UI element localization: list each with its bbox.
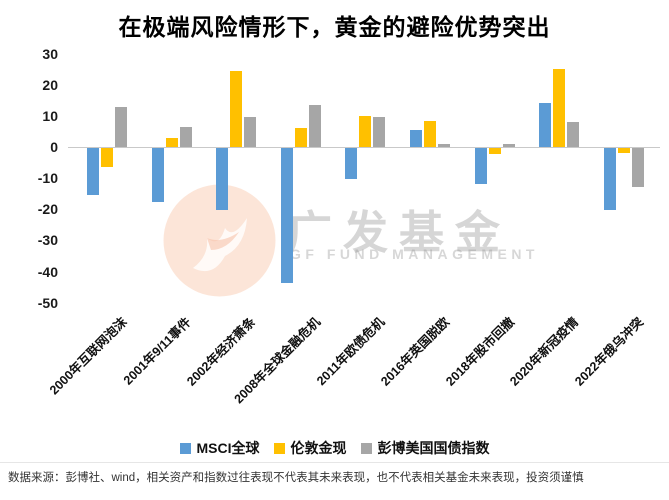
gf-fund-logo-icon	[163, 184, 276, 297]
bar-彭博美国国债指数-2000年互联网泡沫	[115, 106, 127, 147]
chart-legend: MSCI全球 伦敦金现 彭博美国国债指数	[0, 438, 669, 458]
y-axis-tick-label: 0	[50, 139, 58, 155]
bar-伦敦金现-2011年欧债危机	[359, 115, 372, 147]
y-axis-tick-label: -40	[37, 263, 58, 280]
legend-label: MSCI全球	[196, 440, 260, 456]
bar-伦敦金现-2022年俄乌冲突	[617, 148, 630, 153]
y-axis-tick-label: -50	[37, 294, 58, 311]
y-axis-tick-label: -10	[37, 170, 58, 187]
bar-MSCI全球-2016年英国脱欧	[410, 129, 422, 147]
bar-伦敦金现-2000年互联网泡沫	[101, 148, 113, 167]
y-axis-tick-label: 20	[42, 76, 58, 93]
legend-label: 彭博美国国债指数	[377, 440, 490, 456]
y-axis-tick-label: 30	[42, 45, 58, 62]
bar-彭博美国国债指数-2020年新冠疫情	[567, 122, 580, 147]
x-axis-zero-line	[68, 147, 660, 148]
x-axis-category-label: 2000年互联网泡沫	[46, 314, 130, 398]
bar-彭博美国国债指数-2002年经济萧条	[244, 117, 257, 147]
x-axis-category-label: 2022年俄乌冲突	[572, 314, 647, 389]
bar-彭博美国国债指数-2016年英国脱欧	[438, 143, 450, 147]
bar-彭博美国国债指数-2001年9/11事件	[179, 126, 192, 147]
bar-伦敦金现-2016年英国脱欧	[424, 120, 436, 147]
bar-MSCI全球-2008年全球金融危机	[280, 148, 293, 284]
bar-伦敦金现-2020年新冠疫情	[553, 69, 566, 147]
y-axis-tick-label: -30	[37, 232, 58, 249]
bar-MSCI全球-2000年互联网泡沫	[87, 148, 99, 195]
legend-swatch-icon	[179, 442, 191, 454]
bar-MSCI全球-2002年经济萧条	[216, 148, 229, 211]
bar-彭博美国国债指数-2008年全球金融危机	[308, 104, 321, 147]
bar-彭博美国国债指数-2011年欧债危机	[373, 117, 386, 147]
bar-MSCI全球-2022年俄乌冲突	[603, 148, 616, 211]
bar-伦敦金现-2002年经济萧条	[230, 70, 243, 147]
bar-伦敦金现-2018年股市回撤	[488, 148, 501, 155]
bar-MSCI全球-2020年新冠疫情	[539, 103, 552, 147]
bar-彭博美国国债指数-2022年俄乌冲突	[631, 148, 644, 187]
y-axis-tick-label: 10	[42, 107, 58, 124]
legend-swatch-icon	[273, 442, 285, 454]
watermark-company-name: 广发基金	[287, 207, 512, 258]
bar-MSCI全球-2001年9/11事件	[151, 148, 164, 203]
bar-MSCI全球-2018年股市回撤	[474, 148, 487, 184]
bar-伦敦金现-2001年9/11事件	[165, 137, 178, 147]
bar-伦敦金现-2008年全球金融危机	[294, 128, 307, 147]
legend-swatch-icon	[360, 442, 372, 454]
legend-item-MSCI全球: MSCI全球	[179, 438, 260, 458]
legend-label: 伦敦金现	[290, 440, 347, 456]
bar-MSCI全球-2011年欧债危机	[345, 148, 358, 180]
footer-disclaimer: 数据来源：彭博社、wind，相关资产和指数过往表现不代表其未来表现，也不代表相关…	[0, 462, 669, 485]
page-title: 在极端风险情形下，黄金的避险优势突出	[118, 14, 551, 40]
watermark-company-name-en: GF FUND MANAGEMENT	[290, 246, 539, 262]
legend-item-伦敦金现: 伦敦金现	[273, 438, 347, 458]
bar-彭博美国国债指数-2018年股市回撤	[502, 143, 515, 147]
legend-item-彭博美国国债指数: 彭博美国国债指数	[360, 438, 490, 458]
y-axis-tick-label: -20	[37, 201, 58, 218]
